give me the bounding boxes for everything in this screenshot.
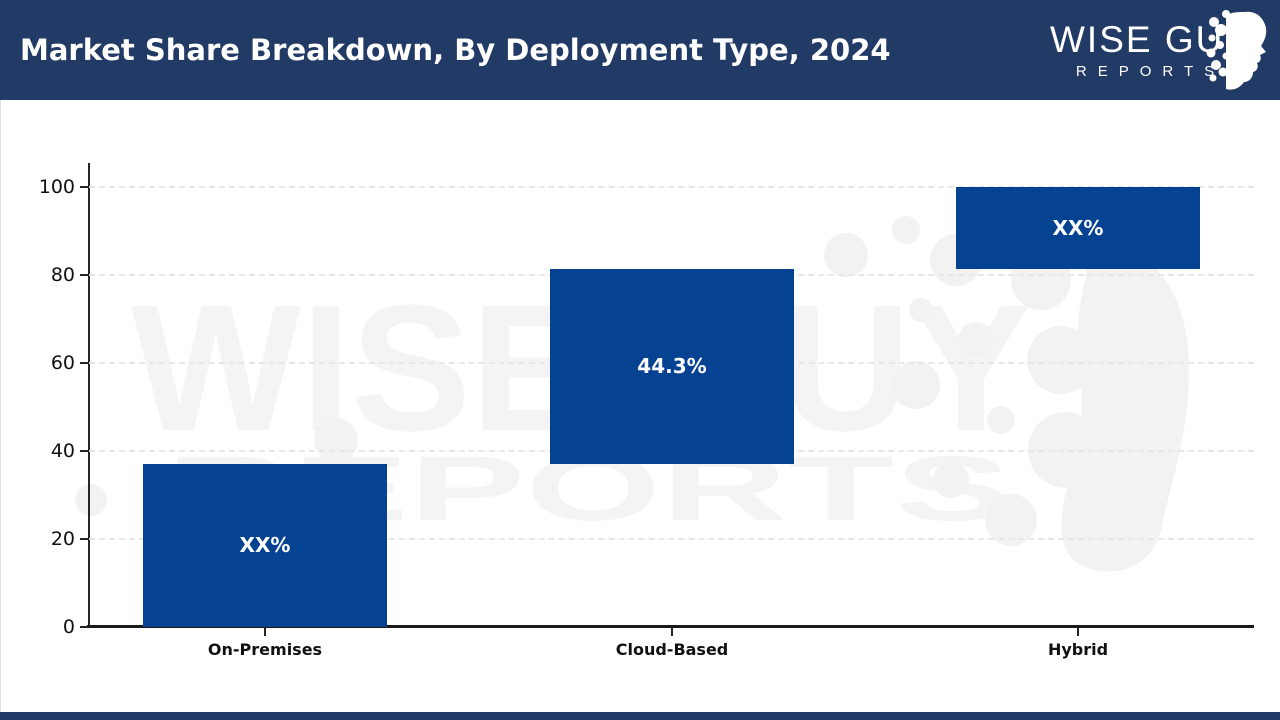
category-label: Hybrid (1047, 640, 1109, 659)
y-tick-mark (80, 537, 88, 540)
bar-on-premises: XX% (143, 464, 387, 627)
y-tick-label: 100 (38, 175, 75, 198)
y-tick-label: 60 (50, 351, 75, 374)
y-tick-label: 80 (50, 263, 75, 286)
plot-area: 0 20 40 60 80 100 XX% On-Premises 44.3% Cloud-Bas… (1, 100, 1280, 712)
x-tick-mark (264, 628, 266, 636)
category-label: Cloud-Based (615, 640, 729, 659)
y-tick-mark (80, 273, 88, 276)
gridline (89, 537, 1254, 540)
y-tick-mark (80, 449, 88, 452)
bar-hybrid: XX% (956, 186, 1200, 269)
y-tick-mark (80, 185, 88, 188)
y-tick-mark (80, 626, 88, 628)
header-banner: Market Share Breakdown, By Deployment Ty… (0, 0, 1280, 100)
face-profile-icon (1206, 10, 1267, 90)
y-tick-label: 0 (62, 616, 75, 638)
x-tick-mark (1077, 628, 1079, 636)
y-tick-label: 40 (50, 439, 75, 462)
y-tick-label: 20 (50, 527, 75, 550)
bar-value-label: 44.3% (637, 354, 707, 379)
y-tick-mark (80, 361, 88, 364)
x-axis-line (87, 625, 1254, 628)
footer-bar (0, 712, 1280, 720)
brand-logo: WISE GUY REPORTS (1016, 6, 1267, 94)
chart-area: WISE GUY REPORTS 0 20 40 60 80 100 XX% On-Premi… (0, 100, 1280, 712)
category-label: On-Premises (207, 640, 323, 659)
bar-value-label: XX% (1052, 215, 1104, 240)
bar-value-label: XX% (239, 533, 291, 558)
gridline (89, 185, 1254, 188)
bar-cloud-based: 44.3% (550, 268, 794, 464)
brand-subtitle: REPORTS (1075, 63, 1226, 80)
y-axis-line (88, 163, 90, 628)
page-title: Market Share Breakdown, By Deployment Ty… (20, 33, 891, 67)
x-tick-mark (671, 628, 673, 636)
